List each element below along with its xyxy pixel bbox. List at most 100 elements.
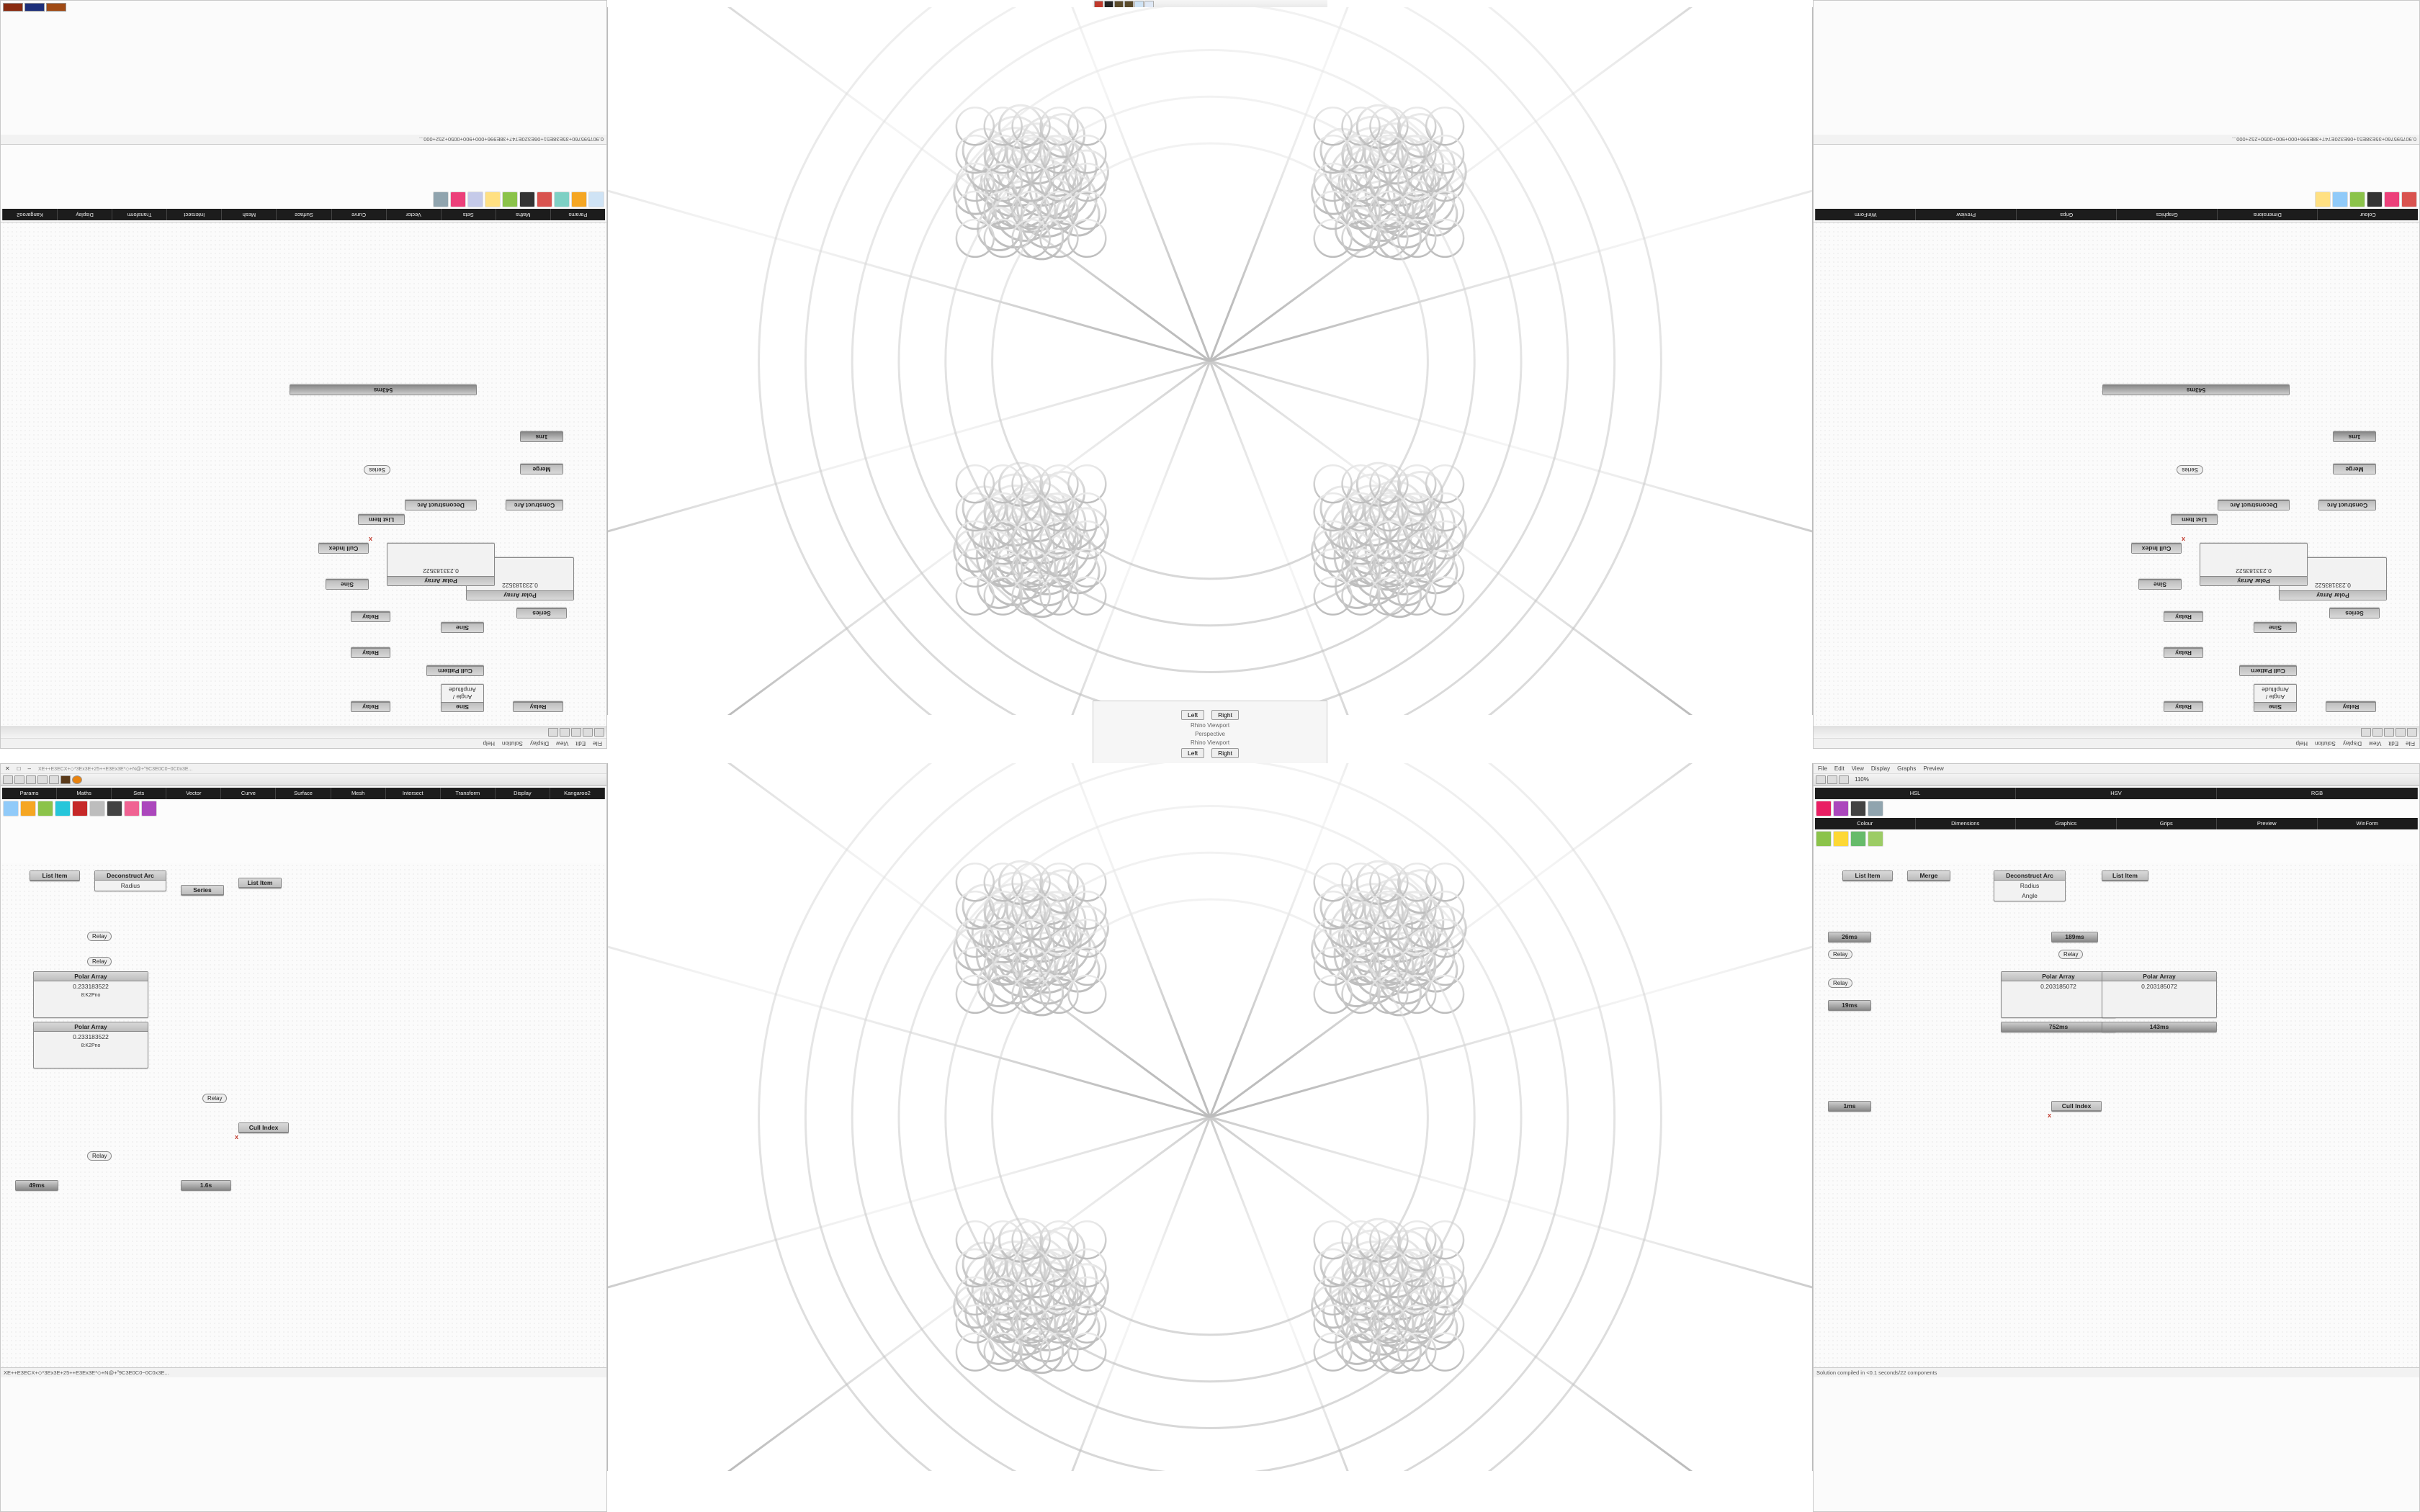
palette-icon[interactable] [20,801,36,816]
palette-icon[interactable] [1816,831,1832,847]
palette-icon[interactable] [2384,192,2400,207]
right-viewport-button[interactable]: Right [1211,710,1239,720]
node-cull-pattern-1[interactable]: Cull Pattern [426,665,484,676]
palette-icon[interactable] [1868,831,1883,847]
gh-color-tabs-br[interactable]: HSL HSV RGB [1815,788,2418,799]
node-list-item-1[interactable]: List Item [358,514,405,525]
node-polar-array-6[interactable]: Polar Array 0.203185072 [2102,971,2217,1018]
timer-19ms[interactable]: 19ms [1828,1000,1871,1011]
save-file-icon[interactable] [26,775,36,784]
palette-icon[interactable] [554,192,570,207]
node-relay-7[interactable]: Relay [202,1094,227,1103]
gh-palette-tr[interactable]: Colour Dimensions Graphics Grips Preview… [1814,145,2419,222]
palette-icon[interactable] [72,801,88,816]
node-relay-2[interactable]: Relay [351,701,390,712]
rhino-viewport-top[interactable] [607,7,1813,715]
palette-icon[interactable] [1816,801,1832,816]
gh-palette-tabs-tr[interactable]: Colour Dimensions Graphics Grips Preview… [1815,209,2418,220]
open-file-icon[interactable] [583,729,593,737]
color-swatch[interactable] [3,3,23,12]
node-construct-arc-1b[interactable]: Construct Arc [2318,500,2376,510]
timer-1ms[interactable]: 1ms [520,431,563,442]
window-restore-icon[interactable]: □ [17,765,21,772]
save-file-icon[interactable] [1839,775,1849,784]
palette-icon[interactable] [2349,192,2365,207]
palette-icon[interactable] [3,801,19,816]
gh-palette-icons-bl[interactable] [2,800,605,817]
palette-icon[interactable] [89,801,105,816]
node-list-item-4[interactable]: List Item [1842,870,1893,881]
node-relay-3b[interactable]: Relay [2164,647,2203,658]
redo-icon[interactable] [49,775,59,784]
node-list-item-1b[interactable]: List Item [2171,514,2218,525]
node-relay-6[interactable]: Relay [87,957,112,966]
node-relay-1b[interactable]: Relay [2326,701,2376,712]
timer-189ms[interactable]: 189ms [2051,932,2098,942]
timer-1-6s[interactable]: 1.6s [181,1180,231,1191]
new-file-icon[interactable] [594,729,604,737]
palette-icon[interactable] [2401,192,2417,207]
zoom-level-label[interactable]: 110% [1855,776,1869,783]
node-merge-1[interactable]: Merge [520,464,563,474]
node-series-1[interactable]: Series [516,608,567,618]
node-sine-3b[interactable]: Sine [2138,579,2182,590]
node-construct-arc-1[interactable]: Construct Arc [506,500,563,510]
circle-icon[interactable] [72,775,82,784]
palette-icon[interactable] [571,192,587,207]
palette-icon[interactable] [107,801,122,816]
node-cull-index-1b[interactable]: Cull Index x [2131,543,2182,554]
palette-icon[interactable] [1868,801,1883,816]
node-deconstruct-arc-2[interactable]: Deconstruct Arc Radius [94,870,166,891]
palette-icon[interactable] [124,801,140,816]
node-sine-2[interactable]: Sine [441,622,484,633]
node-series-2b[interactable]: Series [2177,465,2203,474]
palette-icon[interactable] [485,192,501,207]
palette-icon[interactable] [1850,831,1866,847]
grasshopper-panel-top-right[interactable]: File Edit View Display Solution Help Rel… [1813,0,2420,749]
timer-1ms-b[interactable]: 1ms [2333,431,2376,442]
gh-palette-tabs-tl[interactable]: Params Maths Sets Vector Curve Surface M… [2,209,605,220]
node-list-item-3[interactable]: List Item [238,878,282,888]
timer-1ms-c[interactable]: 1ms [1828,1101,1871,1112]
chicken-icon[interactable] [60,775,71,784]
node-series-3[interactable]: Series [181,885,224,896]
palette-icon[interactable] [141,801,157,816]
node-cull-index-1[interactable]: Cull Index x [318,543,369,554]
color-swatch[interactable] [46,3,66,12]
node-polar-array-2[interactable]: Polar Array 0.233183522 [387,543,495,586]
gh-palette-icons-br-1[interactable] [1815,800,2418,817]
node-relay-4[interactable]: Relay [351,611,390,622]
grasshopper-panel-top-left[interactable]: File Edit View Display Solution Help Rel… [0,0,607,749]
undo-icon[interactable] [37,775,48,784]
redo-icon[interactable] [548,729,558,737]
palette-icon[interactable] [450,192,466,207]
node-polar-array-4[interactable]: Polar Array 0.233183522 8:K2Pno [33,1022,148,1068]
redo-icon[interactable] [2361,729,2371,737]
node-series-1b[interactable]: Series [2329,608,2380,618]
node-sine-1[interactable]: Sine Angle / Amplitude [441,684,484,712]
node-list-item-2[interactable]: List Item [30,870,80,881]
node-polar-array-2b[interactable]: Polar Array 0.233183522 [2200,543,2308,586]
palette-icon[interactable] [1833,801,1849,816]
node-relay-10[interactable]: Relay [2058,950,2083,959]
node-deconstruct-arc-3[interactable]: Deconstruct Arc Radius Angle [1994,870,2066,901]
open-file-icon[interactable] [2396,729,2406,737]
timer-752ms[interactable]: 752ms [2001,1022,2116,1032]
gh-palette-tl[interactable]: Params Maths Sets Vector Curve Surface M… [1,145,606,222]
gh-palette-tabs-br[interactable]: Colour Dimensions Graphics Grips Preview… [1815,818,2418,829]
open-file-icon[interactable] [14,775,24,784]
gh-palette-br-top[interactable]: HSL HSV RGB Colour Dimensions Graphics G… [1814,786,2419,863]
palette-icon[interactable] [2332,192,2348,207]
timer-143ms[interactable]: 143ms [2102,1022,2217,1032]
node-relay-2b[interactable]: Relay [2164,701,2203,712]
palette-icon[interactable] [502,192,518,207]
node-relay-9[interactable]: Relay [1828,950,1852,959]
gh-palette-icons-br-2[interactable] [1815,830,2418,847]
gh-palette-tabs-bl[interactable]: Params Maths Sets Vector Curve Surface M… [2,788,605,799]
palette-icon[interactable] [588,192,604,207]
rhino-viewport-bottom[interactable] [607,763,1813,1471]
node-merge-2[interactable]: Merge [1907,870,1950,881]
gh-canvas-br[interactable]: List Item Merge Deconstruct Arc Radius A… [1814,863,2419,1367]
window-close-icon[interactable]: ✕ [5,765,10,772]
node-sine-1b[interactable]: Sine Angle / Amplitude [2254,684,2297,712]
